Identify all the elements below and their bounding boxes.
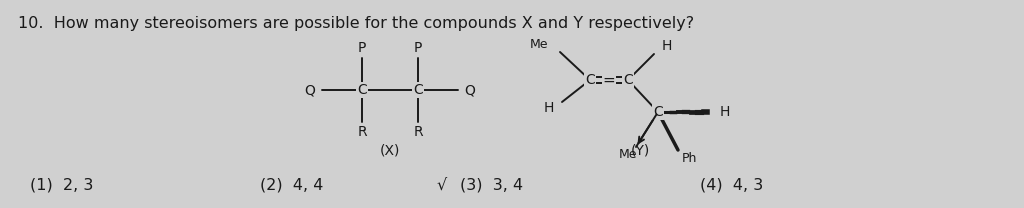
Text: Me: Me xyxy=(618,149,637,161)
Text: (4)  4, 3: (4) 4, 3 xyxy=(700,178,763,193)
Text: Q: Q xyxy=(465,83,475,97)
Text: Me: Me xyxy=(529,37,548,51)
Text: R: R xyxy=(414,125,423,139)
Text: (Y): (Y) xyxy=(631,143,649,157)
Text: (X): (X) xyxy=(380,143,400,157)
Text: Ph: Ph xyxy=(682,152,697,166)
Text: C: C xyxy=(413,83,423,97)
Text: C: C xyxy=(357,83,367,97)
Text: C: C xyxy=(653,105,663,119)
Text: H: H xyxy=(544,101,554,115)
Text: C: C xyxy=(624,73,633,87)
Text: P: P xyxy=(357,41,367,55)
Text: (2)  4, 4: (2) 4, 4 xyxy=(260,178,324,193)
Text: Q: Q xyxy=(304,83,315,97)
Text: (1)  2, 3: (1) 2, 3 xyxy=(30,178,93,193)
Text: 10.  How many stereoisomers are possible for the compounds X and Y respectively?: 10. How many stereoisomers are possible … xyxy=(18,16,694,31)
Text: =: = xyxy=(603,73,615,88)
Text: P: P xyxy=(414,41,422,55)
Text: C: C xyxy=(585,73,595,87)
Text: (3)  3, 4: (3) 3, 4 xyxy=(460,178,523,193)
Text: √: √ xyxy=(437,178,447,193)
Text: R: R xyxy=(357,125,367,139)
Text: H: H xyxy=(662,39,673,53)
Text: H: H xyxy=(720,105,730,119)
